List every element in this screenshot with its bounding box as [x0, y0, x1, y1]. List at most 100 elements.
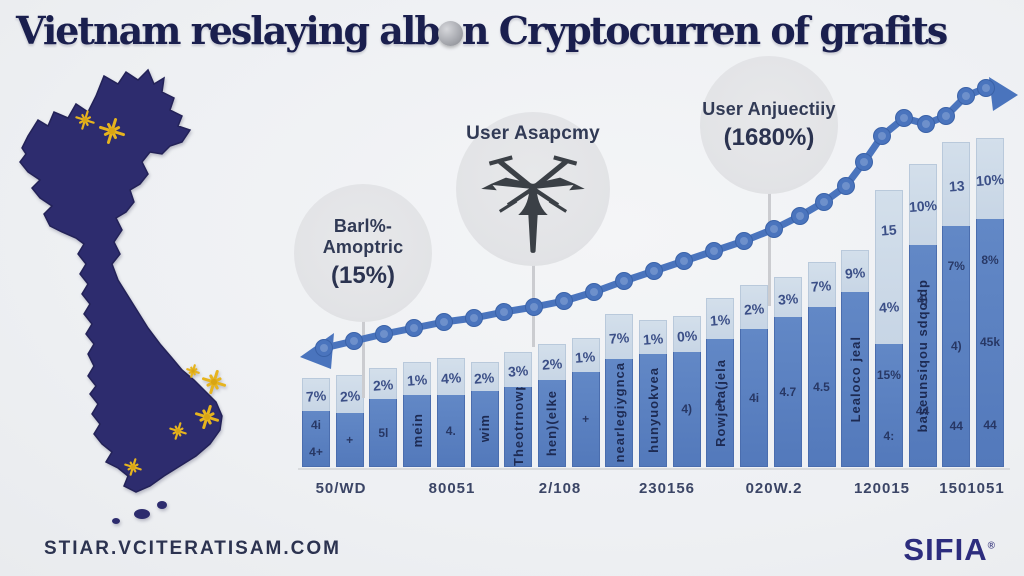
chain-link — [710, 237, 748, 255]
bar-light-segment: 2% — [740, 285, 769, 331]
stacked-bar: 2% 4i — [740, 285, 769, 467]
coin-icon — [437, 21, 463, 46]
chain-link — [770, 212, 804, 233]
bar-vertical-label: hen)(elke — [544, 389, 560, 457]
callout-label: User Asapcmy — [466, 123, 600, 144]
bar-inner-label: + — [346, 432, 354, 447]
bar-inner-label: 4) — [950, 339, 962, 353]
bar-dark-segment: mein — [403, 395, 432, 467]
star-icon — [201, 369, 227, 395]
chain-link — [560, 288, 598, 305]
chain-node-center — [770, 225, 778, 233]
bar-dark-segment: 4.5 — [807, 307, 836, 467]
bar-dark-segment: 5l — [369, 399, 398, 467]
bar-dark-segment: 15% 4: — [874, 344, 903, 467]
chain-link — [878, 114, 908, 140]
bar-percent-label: 1% — [642, 329, 664, 348]
chain-link — [350, 330, 388, 345]
brand-text: SIFIA — [903, 532, 988, 567]
bar-percent-label: 7% — [305, 387, 327, 405]
chain-node-center — [680, 257, 688, 265]
stacked-bar: 1% mein — [403, 362, 432, 467]
stacked-bar: 15 4% 15% 4: — [874, 190, 903, 467]
registered-mark: ® — [987, 540, 996, 552]
chain-node — [895, 109, 913, 127]
chain-link — [796, 198, 828, 220]
x-axis-label: 230156 — [638, 480, 696, 497]
chain-link — [842, 158, 868, 190]
chain-node-center — [590, 288, 598, 296]
bar-percent-label: 4% — [440, 369, 462, 387]
bar-inner-label: 4i — [310, 417, 321, 432]
x-axis-label: 2/108 — [538, 480, 582, 497]
chain-node — [465, 309, 483, 327]
bar-inner-label: 4.5 — [813, 379, 830, 394]
star-icon — [186, 364, 200, 378]
chain-right-arrowhead — [989, 77, 1018, 111]
bar-percent-label: 1% — [406, 371, 428, 389]
callout-value: (15%) — [330, 262, 396, 289]
chain-node-center — [900, 114, 908, 122]
bar-dark-segment: nearlegiygnca — [605, 359, 634, 467]
bar-percent-label: 2% — [372, 376, 395, 394]
bar-vertical-label: nearlegiygnca — [611, 362, 627, 463]
bar-light-segment: 2% — [335, 375, 364, 415]
callout-circle: Barl%-Amoptric (15%) — [294, 184, 432, 322]
bar-percent-label: 13 — [947, 176, 965, 195]
star-icon — [169, 422, 187, 440]
chain-node — [315, 339, 333, 357]
chain-link — [440, 314, 478, 326]
bar-inner-label: 4+ — [309, 445, 323, 460]
bar-percent-label: 2% — [473, 369, 496, 387]
bar-percent-label: 9% — [844, 263, 866, 282]
bar-percent-label: 1% — [574, 347, 597, 366]
chain-node-center — [380, 330, 388, 338]
chain-link — [900, 114, 930, 128]
bar-light-segment: 4% — [436, 358, 465, 397]
bar-vertical-label: wim — [477, 414, 492, 443]
bar-percent-label: 15 — [880, 221, 898, 239]
callout-value: (1680%) — [723, 123, 815, 151]
bar-light-segment: 1% — [639, 320, 667, 356]
bar-light-segment: 3% — [773, 277, 802, 319]
chain-node-center — [796, 212, 804, 220]
bar-percent-label: 10% — [975, 171, 1005, 189]
callout-circle: User Anjuectiiy (1680%) — [700, 56, 838, 194]
stacked-bar: 7% 4i 4+ — [302, 378, 330, 467]
bar-light-segment: 1% — [571, 338, 600, 374]
bar-dark-segment: + — [571, 372, 600, 467]
x-axis-label: 020W.2 — [745, 480, 803, 497]
bar-vertical-label: hunyuokvea — [645, 367, 661, 453]
bar-light-segment: 9% — [841, 250, 870, 294]
x-axis-label: 80051 — [428, 480, 476, 497]
chain-node — [495, 303, 513, 321]
bar-inner-label: 7% — [947, 259, 965, 273]
chain-link — [860, 132, 886, 166]
stacked-bar: 2% wim — [470, 362, 499, 467]
chain-left-arrowhead — [300, 333, 334, 369]
chain-node-center — [842, 182, 850, 190]
website-url: STIAR.VCITERATISAM.COM — [44, 538, 341, 559]
chain-node — [937, 107, 955, 125]
chain-link — [500, 303, 538, 316]
chain-node-center — [942, 112, 950, 120]
chain-node-center — [620, 277, 628, 285]
stacked-bar: 1% + — [571, 338, 600, 467]
bar-percent-label: 3% — [777, 289, 799, 308]
chain-node — [957, 87, 975, 105]
chain-node-center — [650, 267, 658, 275]
chain-node — [917, 115, 935, 133]
bar-dark-segment: 4.7 — [773, 317, 802, 467]
bar-percent-label: 4% — [878, 298, 900, 316]
stacked-bar: 3% Theotrnowp — [504, 352, 533, 467]
chain-node — [435, 313, 453, 331]
bar-inner-label: 4) — [917, 293, 928, 308]
bar-light-segment: 10% — [975, 138, 1005, 221]
page-title: Vietnam reslaying alb n Cryptocurren of g… — [16, 8, 1016, 53]
chain-link — [320, 337, 358, 352]
stacked-bar: 2% hen)(elke — [537, 344, 566, 467]
bar-percent-label: 2% — [743, 299, 765, 318]
bar-inner-label: 8% — [981, 253, 999, 268]
star-icon — [124, 458, 142, 476]
bar-dark-segment: hen)(elke — [537, 380, 566, 467]
